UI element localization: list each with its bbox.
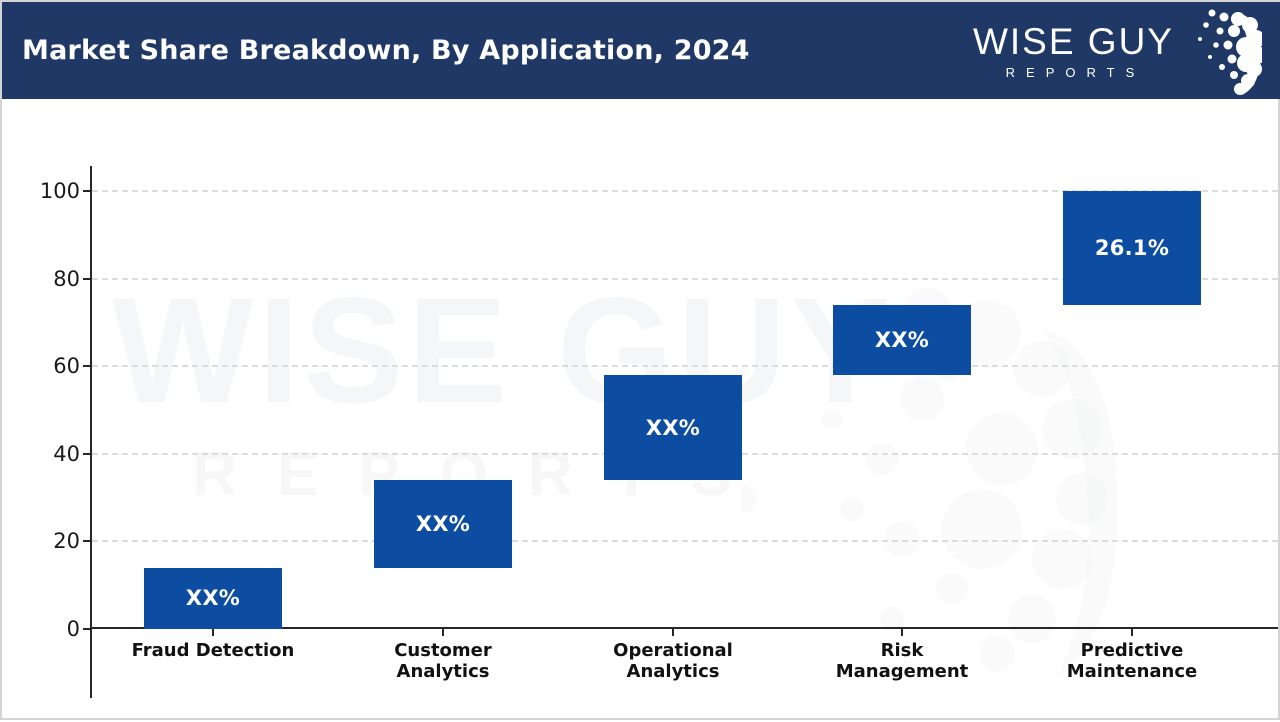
- bar-value-label-operational-analytics: XX%: [645, 415, 701, 440]
- gridline-20: [92, 540, 1278, 543]
- bar-operational-analytics: XX%: [604, 374, 742, 481]
- x-axis-line: [90, 627, 1278, 629]
- gridline-100: [92, 190, 1278, 192]
- y-tick-label-20: 20: [53, 529, 80, 554]
- y-tick-label-40: 40: [53, 441, 80, 466]
- x-axis-label-risk-management: Risk Management: [835, 640, 969, 682]
- gridline-60: [92, 365, 1278, 368]
- y-tick-60: [83, 365, 90, 368]
- y-tick-40: [83, 452, 90, 455]
- bar-value-label-customer-analytics: XX%: [415, 511, 471, 536]
- y-tick-label-80: 80: [53, 266, 80, 291]
- x-tick-predictive-maintenance: [1131, 629, 1133, 636]
- bar-risk-management: XX%: [833, 304, 971, 375]
- y-axis-line: [90, 166, 92, 698]
- y-tick-0: [83, 628, 90, 630]
- y-tick-80: [83, 277, 90, 280]
- gridline-80: [92, 277, 1278, 280]
- bar-value-label-predictive-maintenance: 26.1%: [1094, 235, 1170, 260]
- x-axis-label-predictive-maintenance: Predictive Maintenance: [1066, 640, 1198, 682]
- y-tick-label-0: 0: [66, 617, 80, 641]
- x-tick-operational-analytics: [672, 629, 674, 636]
- brand-subname: REPORTS: [1005, 64, 1146, 80]
- bar-value-label-risk-management: XX%: [874, 327, 930, 352]
- x-tick-risk-management: [901, 629, 903, 636]
- page-title: Market Share Breakdown, By Application, …: [22, 35, 750, 66]
- x-axis-label-customer-analytics: Customer Analytics: [394, 640, 492, 682]
- dot-face-logo-icon: [1198, 9, 1262, 95]
- brand-logo: WISE GUY REPORTS: [973, 5, 1262, 97]
- y-tick-label-100: 100: [39, 179, 80, 203]
- bar-customer-analytics: XX%: [374, 480, 512, 568]
- y-tick-20: [83, 540, 90, 543]
- chart-plot-area: 0 20 40 60 80 100 XX% Fraud Detection XX% Custome…: [2, 99, 1280, 722]
- bar-fraud-detection: XX%: [144, 567, 282, 629]
- x-tick-customer-analytics: [442, 629, 444, 636]
- x-axis-label-operational-analytics: Operational Analytics: [613, 640, 733, 682]
- brand-name: WISE GUY: [972, 20, 1174, 62]
- x-axis-label-fraud-detection: Fraud Detection: [131, 640, 295, 661]
- bar-predictive-maintenance: 26.1%: [1063, 190, 1201, 305]
- x-tick-fraud-detection: [212, 629, 214, 636]
- y-tick-100: [83, 190, 90, 192]
- header-banner: Market Share Breakdown, By Application, …: [2, 2, 1280, 99]
- y-tick-label-60: 60: [53, 354, 80, 379]
- brand-logo-text: WISE GUY REPORTS: [973, 23, 1174, 79]
- bar-value-label-fraud-detection: XX%: [185, 586, 241, 611]
